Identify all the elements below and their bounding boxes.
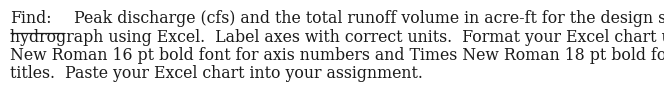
Text: hydrograph using Excel.  Label axes with correct units.  Format your Excel chart: hydrograph using Excel. Label axes with …: [10, 29, 664, 46]
Text: Find:: Find:: [10, 10, 52, 27]
Text: New Roman 16 pt bold font for axis numbers and Times New Roman 18 pt bold font f: New Roman 16 pt bold font for axis numbe…: [10, 47, 664, 64]
Text: titles.  Paste your Excel chart into your assignment.: titles. Paste your Excel chart into your…: [10, 66, 423, 82]
Text: Peak discharge (cfs) and the total runoff volume in acre-ft for the design storm: Peak discharge (cfs) and the total runof…: [64, 10, 664, 27]
